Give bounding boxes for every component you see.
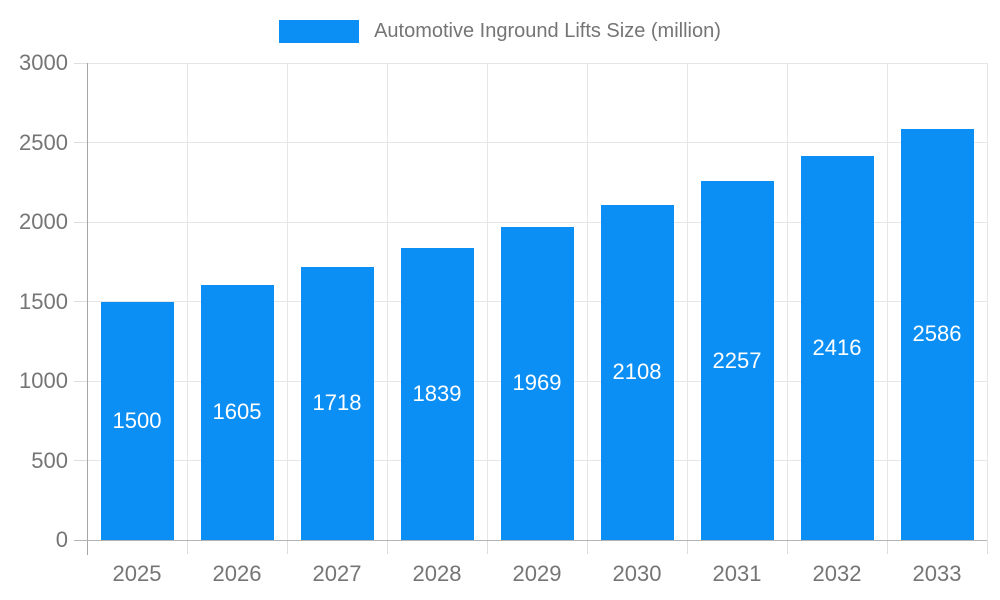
legend-swatch <box>279 19 360 43</box>
bar-2032 <box>800 155 874 540</box>
bar-value-label: 1605 <box>212 399 262 425</box>
y-tick-mark <box>74 460 87 461</box>
x-axis-tick-label: 2030 <box>612 561 662 586</box>
gridline-v <box>786 63 788 540</box>
gridline-h <box>87 142 987 143</box>
gridline-v <box>586 63 588 540</box>
bar-value-label: 2257 <box>712 347 762 373</box>
x-tick-mark <box>186 540 188 554</box>
x-axis-tick-label: 2028 <box>412 561 462 586</box>
y-tick-mark <box>74 301 87 302</box>
gridline-v <box>286 63 288 540</box>
y-tick-mark <box>74 539 87 541</box>
gridline-v <box>886 63 888 540</box>
gridline-h <box>87 221 987 223</box>
y-tick-mark <box>74 221 87 223</box>
x-axis-tick-label: 2025 <box>112 561 162 586</box>
bar-value-label: 2416 <box>812 334 862 360</box>
y-axis-tick-label: 0 <box>55 527 68 552</box>
y-axis-tick-label: 1500 <box>19 288 68 314</box>
x-axis-tick-label: 2027 <box>312 561 362 586</box>
x-tick-mark <box>386 540 388 554</box>
y-axis-tick-label: 2000 <box>19 209 68 234</box>
bar-2026 <box>200 284 274 540</box>
x-axis-tick-label: 2031 <box>712 561 762 586</box>
x-tick-mark <box>586 540 588 554</box>
gridline-v <box>686 63 688 540</box>
y-axis-tick-label: 2500 <box>19 129 68 155</box>
y-tick-mark <box>74 380 87 382</box>
y-tick-mark <box>74 142 87 143</box>
bar-value-label: 2586 <box>912 321 962 347</box>
bar-2028 <box>400 247 474 540</box>
gridline-v <box>386 63 388 540</box>
y-axis-line <box>86 63 88 555</box>
bar-2033 <box>900 128 974 540</box>
x-axis-tick-label: 2026 <box>212 561 262 586</box>
x-tick-mark <box>286 540 288 554</box>
x-tick-mark <box>786 540 788 554</box>
y-axis-tick-label: 1000 <box>19 368 68 393</box>
bar-value-label: 2108 <box>612 359 662 385</box>
bar-2030 <box>600 204 674 540</box>
legend: Automotive Inground Lifts Size (million) <box>0 18 1000 44</box>
x-tick-mark <box>686 540 688 554</box>
x-tick-mark <box>886 540 888 554</box>
bar-value-label: 1839 <box>412 380 462 406</box>
x-axis-tick-label: 2033 <box>912 561 962 586</box>
x-axis-tick-label: 2029 <box>512 561 562 586</box>
y-axis-tick-label: 500 <box>31 447 68 473</box>
x-axis-tick-label: 2032 <box>812 561 862 586</box>
gridline-v <box>186 63 188 540</box>
x-tick-mark <box>486 540 488 554</box>
plot-area: 0 500 1000 1500 2000 2500 3000 1500 2025 1605 2026… <box>19 51 988 586</box>
x-tick-mark <box>986 540 988 554</box>
bar-value-label: 1718 <box>312 390 362 416</box>
gridline-v <box>486 63 488 540</box>
bar-2027 <box>300 266 374 540</box>
gridline-h <box>87 62 987 64</box>
y-tick-mark <box>74 62 87 64</box>
y-axis-tick-label: 3000 <box>19 50 68 75</box>
bar-value-label: 1969 <box>512 370 562 396</box>
legend-label: Automotive Inground Lifts Size (million) <box>374 19 721 42</box>
bar-2029 <box>500 226 574 540</box>
x-axis-baseline <box>87 539 987 541</box>
gridline-v <box>986 63 988 540</box>
bar-2025 <box>100 301 174 540</box>
bar-2031 <box>700 181 774 540</box>
bar-value-label: 1500 <box>112 407 162 433</box>
